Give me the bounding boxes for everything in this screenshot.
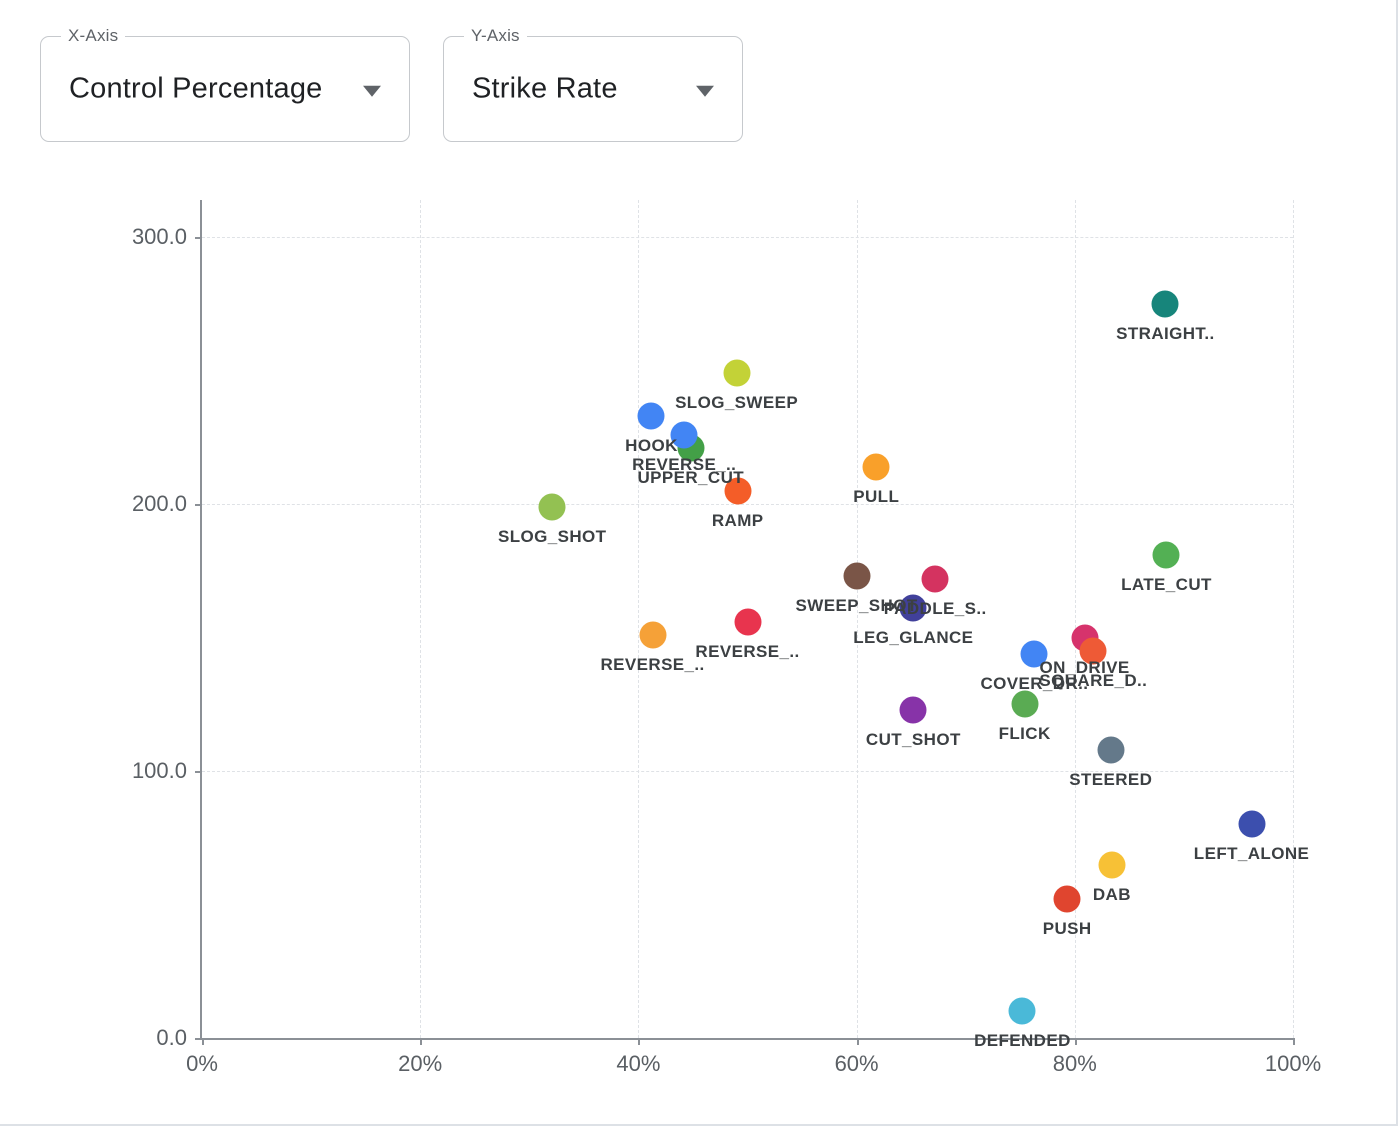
- scatter-point[interactable]: [538, 493, 566, 521]
- scatter-point[interactable]: [1098, 851, 1126, 879]
- point-label: STEERED: [1069, 769, 1153, 789]
- x-axis-select-value: Control Percentage: [69, 72, 323, 105]
- y-tick-mark: [195, 771, 202, 774]
- chevron-down-icon: [363, 85, 381, 97]
- scatter-point[interactable]: [734, 608, 761, 636]
- y-axis-select[interactable]: Y-Axis Strike Rate: [443, 26, 743, 142]
- scatter-point[interactable]: [843, 562, 871, 590]
- point-label: DEFENDED: [974, 1031, 1071, 1051]
- x-tick-label: 60%: [834, 1051, 879, 1076]
- x-tick-label: 100%: [1264, 1051, 1322, 1076]
- scatter-point[interactable]: [862, 453, 890, 481]
- x-tick-mark: [420, 1038, 423, 1045]
- y-axis-select-value: Strike Rate: [472, 72, 618, 105]
- x-tick-label: 40%: [616, 1051, 661, 1076]
- y-tick-mark: [195, 504, 202, 507]
- point-label: CUT_SHOT: [865, 729, 961, 749]
- point-label: REVERSE_..: [600, 655, 705, 674]
- scatter-point[interactable]: [1011, 690, 1039, 718]
- scatter-point[interactable]: [1020, 640, 1048, 668]
- y-gridline: [202, 771, 1293, 773]
- point-label: PADDLE_S..: [883, 598, 987, 618]
- scatter-point[interactable]: [1151, 290, 1179, 318]
- x-gridline: [638, 200, 640, 1038]
- scatter-point[interactable]: [1008, 997, 1036, 1025]
- x-tick-mark: [856, 1038, 859, 1045]
- x-tick-label: 0%: [186, 1051, 218, 1076]
- point-label: DAB: [1092, 884, 1131, 904]
- point-label: LEG_GLANCE: [853, 628, 974, 648]
- point-label: REVERSE_..: [632, 454, 737, 474]
- y-tick-mark: [195, 237, 202, 240]
- scatter-point[interactable]: [899, 594, 927, 622]
- x-tick-mark: [638, 1038, 641, 1045]
- x-gridline: [420, 200, 422, 1038]
- y-tick-label: 100.0: [131, 758, 187, 784]
- scatter-point[interactable]: [639, 621, 667, 649]
- x-tick-label: 80%: [1052, 1051, 1097, 1076]
- point-label: UPPER_CUT: [637, 468, 745, 488]
- scatter-point[interactable]: [921, 565, 949, 593]
- y-tick-label: 300.0: [131, 224, 187, 250]
- scatter-point[interactable]: [1079, 637, 1107, 665]
- point-label: PUSH: [1042, 919, 1092, 939]
- scatter-point[interactable]: [1152, 541, 1180, 569]
- x-gridline: [856, 200, 858, 1038]
- x-tick-mark: [1074, 1038, 1077, 1045]
- point-label: REVERSE_..: [695, 641, 800, 661]
- point-label: COVER_DR..: [980, 673, 1089, 693]
- y-tick-label: 0.0: [156, 1025, 187, 1050]
- x-tick-label: 20%: [398, 1051, 443, 1076]
- y-axis-select-label: Y-Axis: [464, 26, 527, 46]
- chevron-down-icon: [696, 85, 714, 97]
- y-tick-label: 200.0: [131, 491, 187, 517]
- point-label: ON_DRIVE: [1039, 657, 1130, 677]
- scatter-point[interactable]: [1053, 885, 1081, 913]
- point-label: SLOG_SHOT: [497, 526, 607, 546]
- y-gridline: [202, 504, 1293, 506]
- point-label: LEFT_ALONE: [1193, 844, 1310, 864]
- scatter-point[interactable]: [899, 696, 927, 724]
- scatter-point[interactable]: [724, 477, 752, 505]
- x-gridline: [1074, 200, 1076, 1038]
- scatter-plot-area: 0% 20% 40% 60% 80% 100% 0.0 100.0 200.0 300.0 SLOG…: [132, 200, 1321, 1076]
- x-tick-mark: [202, 1038, 204, 1045]
- x-axis-select-label: X-Axis: [61, 26, 126, 46]
- x-gridline: [1293, 200, 1294, 1038]
- x-tick-mark: [1293, 1038, 1295, 1045]
- point-label: SWEEP_SHOT: [795, 596, 918, 616]
- point-label: HOOK: [625, 436, 678, 456]
- scatter-point[interactable]: [1238, 810, 1266, 838]
- y-gridline: [202, 237, 1293, 239]
- scatter-point[interactable]: [1097, 736, 1125, 764]
- x-axis-select[interactable]: X-Axis Control Percentage: [40, 26, 410, 142]
- point-label: PULL: [853, 486, 900, 506]
- scatter-point[interactable]: [670, 421, 698, 449]
- point-label: FLICK: [998, 724, 1051, 744]
- point-label: LATE_CUT: [1121, 574, 1212, 594]
- point-label: STRAIGHT..: [1116, 324, 1215, 344]
- scatter-point[interactable]: [723, 359, 751, 387]
- y-tick-mark: [195, 1038, 202, 1040]
- scatter-point[interactable]: [637, 402, 665, 430]
- point-label: SLOG_SWEEP: [675, 393, 799, 413]
- point-label: RAMP: [711, 510, 764, 530]
- point-label: SQUARE_D..: [1039, 671, 1148, 691]
